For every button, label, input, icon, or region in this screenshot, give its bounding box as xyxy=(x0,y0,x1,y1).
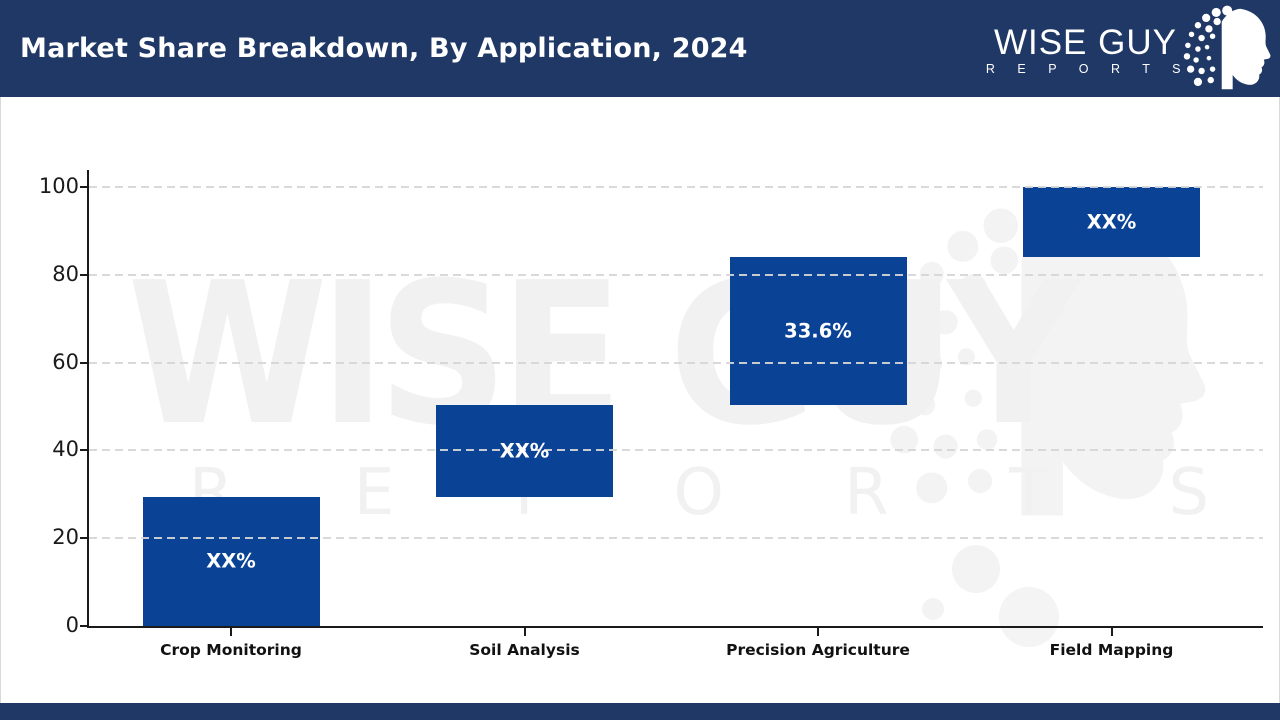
logo-subtext: R E P O R T S xyxy=(985,62,1190,77)
page-title: Market Share Breakdown, By Application, … xyxy=(20,33,748,64)
y-tick-label-100: 100 xyxy=(38,174,79,198)
y-tick-40 xyxy=(80,449,88,452)
bar-chart-plot: XX% Crop Monitoring XX% Soil Analysis 33.6% P… xyxy=(1,97,1279,703)
chart-area: WISE GUY R E P O R T S XX% Crop Monitorin… xyxy=(0,97,1280,703)
bar-value-label-crop-monitoring: XX% xyxy=(206,549,256,573)
bar-value-label-field-mapping: XX% xyxy=(1086,210,1137,234)
x-tick-crop-monitoring xyxy=(230,628,232,636)
category-label-soil-analysis: Soil Analysis xyxy=(469,641,580,659)
x-tick-soil-analysis xyxy=(523,628,526,636)
y-tick-label-80: 80 xyxy=(52,261,79,286)
wiseguy-logo: WISE GUY R E P O R T S xyxy=(981,2,1272,95)
y-tick-0 xyxy=(80,625,88,627)
category-label-crop-monitoring: Crop Monitoring xyxy=(160,641,302,659)
gridline-60 xyxy=(89,361,1263,364)
bar-crop-monitoring xyxy=(142,496,320,626)
logo-wordmark: WISE GUY xyxy=(993,22,1177,62)
gridline-40 xyxy=(89,449,1263,452)
bar-value-label-soil-analysis: XX% xyxy=(499,439,550,463)
y-tick-20 xyxy=(80,537,88,540)
category-label-field-mapping: Field Mapping xyxy=(1049,641,1174,659)
header-bar: Market Share Breakdown, By Application, … xyxy=(0,0,1280,97)
y-axis-line xyxy=(87,170,89,628)
y-tick-80 xyxy=(80,273,88,276)
bar-value-label-precision-agriculture: 33.6% xyxy=(784,319,852,343)
y-tick-label-60: 60 xyxy=(52,349,79,374)
category-label-precision-agriculture: Precision Agriculture xyxy=(726,641,910,659)
y-tick-label-20: 20 xyxy=(52,525,79,550)
y-tick-100 xyxy=(80,186,88,188)
gridline-80 xyxy=(89,273,1263,276)
bar-precision-agriculture xyxy=(729,257,907,405)
gridline-20 xyxy=(89,537,1263,540)
footer-bar xyxy=(0,703,1280,720)
logo-face-icon xyxy=(1183,5,1271,89)
y-tick-label-0: 0 xyxy=(65,613,79,637)
logo-text: WISE GUY R E P O R T S xyxy=(981,22,1190,77)
y-tick-60 xyxy=(80,361,88,364)
gridline-100 xyxy=(89,186,1263,188)
y-tick-label-40: 40 xyxy=(52,437,79,462)
x-tick-field-mapping xyxy=(1110,628,1113,636)
x-tick-precision-agriculture xyxy=(817,628,819,636)
x-axis-line xyxy=(87,626,1263,628)
